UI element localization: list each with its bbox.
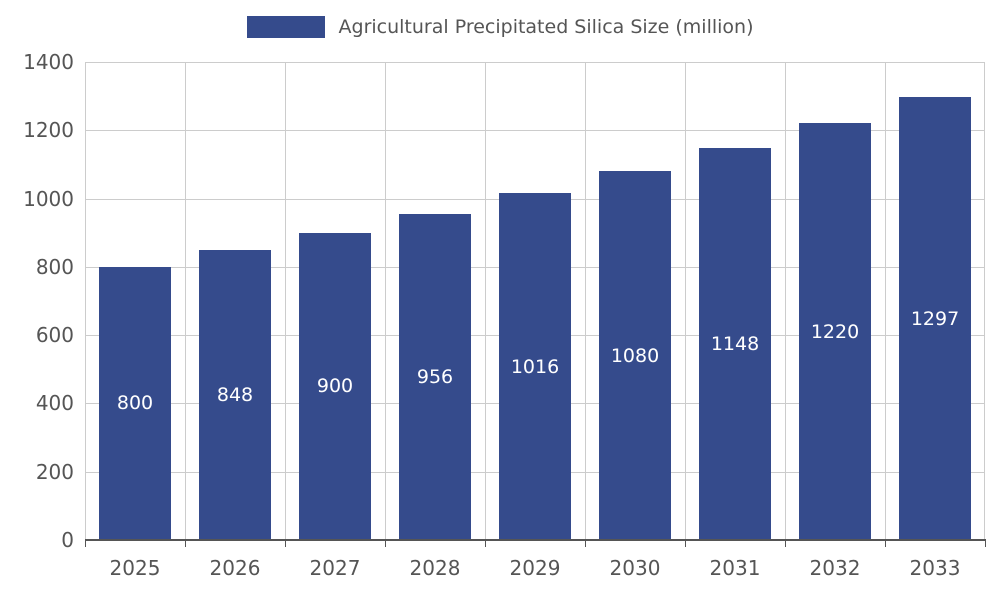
x-tick-label-2028: 2028 [409,556,461,580]
v-gridline [85,62,86,540]
v-gridline [485,62,486,540]
x-axis-tick [785,541,786,547]
y-tick-label: 1200 [23,118,74,143]
y-tick-label: 200 [35,459,74,484]
y-tick-label: 1000 [23,186,74,211]
x-tick-label-2030: 2030 [609,556,661,580]
x-axis-tick [985,541,986,547]
x-tick-label-2033: 2033 [909,556,961,580]
v-gridline [285,62,286,540]
bar-value-label: 900 [316,375,354,398]
x-axis-tick [385,541,386,547]
y-tick-label: 1400 [23,50,74,74]
v-gridline [885,62,886,540]
bar-2030[interactable]: 1080 [599,171,671,540]
y-tick-label: 400 [35,391,74,416]
bar-value-label: 800 [116,392,154,415]
bar-2027[interactable]: 900 [299,232,371,540]
legend-swatch [246,16,325,38]
x-axis-tick [585,541,586,547]
y-tick-label: 600 [35,323,74,348]
bar-value-label: 1220 [810,320,860,343]
x-tick-label-2025: 2025 [109,556,161,580]
h-gridline [85,130,985,132]
x-axis-tick [685,541,686,547]
plot-area: 800 848 900 956 1016 1080 1148 1220 1297 [85,62,985,540]
bar-2032[interactable]: 1220 [799,123,871,540]
x-axis-tick [485,541,486,547]
bar-value-label: 1016 [510,355,560,378]
x-tick-label-2032: 2032 [809,556,861,580]
bar-2031[interactable]: 1148 [699,148,771,540]
v-gridline [785,62,786,540]
v-gridline [585,62,586,540]
x-tick-label-2026: 2026 [209,556,261,580]
x-tick-label-2029: 2029 [509,556,561,580]
bar-2025[interactable]: 800 [99,266,171,540]
chart-legend[interactable]: Agricultural Precipitated Silica Size (m… [0,16,1000,38]
h-gridline [85,62,985,63]
legend-label: Agricultural Precipitated Silica Size (m… [338,16,754,38]
x-axis-tick [185,541,186,547]
bar-value-label: 848 [216,384,254,407]
bar-2029[interactable]: 1016 [499,193,571,540]
bar-value-label: 1148 [710,333,760,356]
x-axis-tick [885,541,886,547]
x-axis-tick [85,541,86,547]
v-gridline [685,62,686,540]
x-axis-line [85,539,986,541]
x-tick-label-2027: 2027 [309,556,361,580]
bar-2026[interactable]: 848 [199,250,271,540]
bar-value-label: 1297 [910,307,960,330]
bar-value-label: 1080 [610,344,660,367]
x-axis-tick [285,541,286,547]
v-gridline [185,62,186,540]
v-gridline [984,62,985,540]
x-tick-label-2031: 2031 [709,556,761,580]
bar-value-label: 956 [416,365,454,388]
v-gridline [385,62,386,540]
bar-2033[interactable]: 1297 [899,97,971,540]
y-tick-label: 0 [61,528,74,552]
y-tick-label: 800 [35,254,74,279]
bar-2028[interactable]: 956 [399,213,471,540]
